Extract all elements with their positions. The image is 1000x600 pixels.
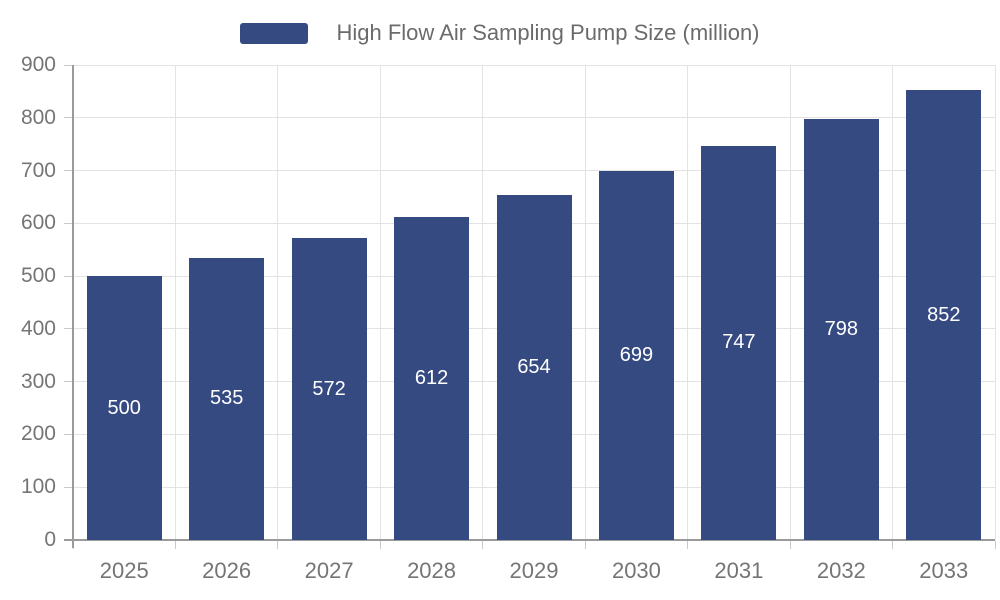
- bar-value-label: 852: [927, 303, 961, 326]
- y-axis-tick-label: 100: [20, 475, 56, 499]
- x-axis-tick: [892, 541, 894, 549]
- x-axis-tick: [584, 541, 586, 549]
- x-axis-line: [64, 539, 995, 541]
- gridline-vertical: [482, 65, 484, 540]
- x-axis-tick-label: 2033: [919, 558, 969, 583]
- y-axis-tick: [64, 328, 72, 330]
- x-axis-tick-label: 2030: [611, 558, 661, 583]
- x-axis-tick: [789, 541, 791, 549]
- x-axis-tick-label: 2028: [407, 558, 457, 583]
- gridline-vertical: [174, 65, 176, 540]
- bar[interactable]: 798: [803, 118, 879, 540]
- y-axis-tick: [64, 486, 72, 488]
- y-axis-tick-label: 0: [44, 528, 56, 551]
- bar[interactable]: 747: [701, 145, 777, 540]
- y-axis-tick: [64, 381, 72, 383]
- bar[interactable]: 535: [189, 257, 265, 540]
- gridline-vertical: [789, 65, 791, 540]
- bar-value-label: 654: [517, 355, 551, 378]
- y-axis-line: [72, 65, 74, 548]
- legend[interactable]: High Flow Air Sampling Pump Size (millio…: [0, 20, 1000, 46]
- gridline-horizontal: [73, 64, 995, 66]
- x-axis-tick-label: 2027: [304, 558, 354, 583]
- y-axis-tick: [64, 170, 72, 172]
- y-axis-tick-label: 800: [20, 105, 56, 129]
- x-axis-tick: [994, 541, 996, 549]
- x-axis-tick: [687, 541, 689, 549]
- x-axis-tick: [277, 541, 279, 549]
- x-axis-tick-label: 2025: [99, 558, 149, 583]
- x-axis-tick: [174, 541, 176, 549]
- plot-area: 0 100 200 300 400 500 600 700 800 900 2025 2026 2027…: [21, 54, 996, 583]
- bar-value-label: 572: [312, 377, 346, 400]
- y-axis-tick: [64, 433, 72, 435]
- bar-value-label: 747: [722, 331, 756, 354]
- x-axis-tick-label: 2026: [202, 558, 252, 583]
- gridline-horizontal: [73, 117, 995, 119]
- y-axis-tick-label: 300: [20, 369, 56, 393]
- gridline-vertical: [277, 65, 279, 540]
- x-axis-tick-label: 2032: [816, 558, 866, 583]
- y-axis-tick-label: 200: [20, 422, 56, 446]
- bar-value-label: 535: [209, 387, 244, 410]
- bar[interactable]: 699: [598, 171, 674, 540]
- y-axis-tick: [64, 64, 72, 66]
- y-axis-tick: [64, 117, 72, 119]
- y-axis-tick-label: 500: [20, 264, 56, 288]
- x-axis-tick-label: 2031: [714, 558, 764, 583]
- gridline-horizontal: [73, 170, 995, 172]
- x-axis-tick: [482, 541, 484, 549]
- bar-value-label: 699: [619, 344, 654, 367]
- bar[interactable]: 572: [291, 238, 367, 540]
- x-axis-tick-label: 2029: [509, 558, 559, 583]
- gridline-vertical: [994, 65, 996, 540]
- bar-value-label: 798: [824, 317, 859, 340]
- y-axis-tick-label: 900: [20, 53, 56, 76]
- bar[interactable]: 500: [86, 276, 162, 540]
- bar[interactable]: 654: [496, 194, 572, 540]
- y-axis-tick-label: 600: [20, 211, 56, 235]
- bar-value-label: 500: [107, 396, 141, 419]
- gridline-vertical: [379, 65, 381, 540]
- bar-value-label: 612: [414, 367, 449, 389]
- gridline-vertical: [687, 65, 689, 540]
- legend-label: High Flow Air Sampling Pump Size (millio…: [336, 20, 760, 45]
- y-axis-tick: [64, 275, 72, 277]
- x-axis-tick: [379, 541, 381, 549]
- bar[interactable]: 852: [906, 90, 982, 540]
- y-axis-tick-label: 700: [20, 158, 56, 182]
- y-axis-tick-label: 400: [20, 316, 56, 340]
- y-axis-tick: [64, 222, 72, 224]
- gridline-vertical: [584, 65, 586, 540]
- bar[interactable]: 612: [394, 217, 470, 540]
- legend-swatch-icon: [240, 22, 309, 44]
- gridline-vertical: [892, 65, 894, 540]
